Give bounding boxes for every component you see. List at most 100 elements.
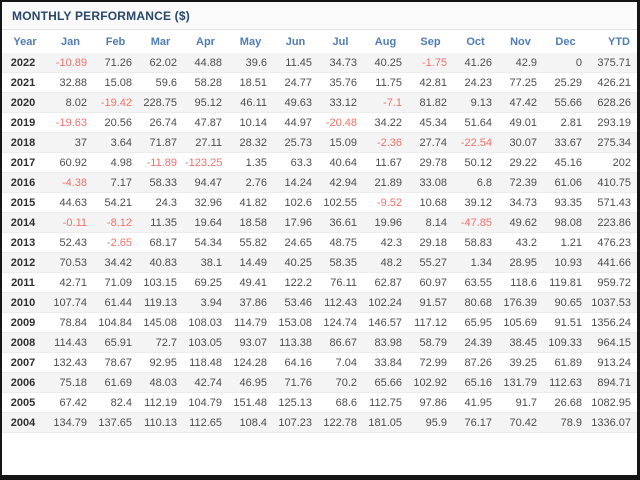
value-cell-feb: 137.65 (93, 412, 138, 433)
value-cell-apr: 47.87 (183, 112, 228, 133)
value-cell-sep: 60.97 (408, 272, 453, 293)
value-cell-ytd: 1082.95 (588, 392, 637, 413)
value-cell-aug: 33.84 (363, 352, 408, 373)
table-row-2008: 2008 114.43 65.91 72.7 103.05 93.07 113.38 86.6… (2, 332, 637, 353)
value-cell-oct: 6.8 (453, 172, 498, 193)
value-cell-oct: 24.23 (453, 72, 498, 93)
column-header-dec: Dec (555, 36, 576, 48)
table-row-2007: 2007 132.43 78.67 92.95 118.48 124.28 64.16 7.0… (2, 352, 637, 373)
value-cell-feb: 71.09 (93, 272, 138, 293)
column-header-ytd: YTD (608, 36, 630, 48)
value-cell-feb: 61.44 (93, 292, 138, 313)
value-cell-jul: 42.94 (318, 172, 363, 193)
value-cell-aug: 48.2 (363, 252, 408, 273)
value-cell-mar: 24.3 (138, 192, 183, 213)
value-cell-jan: 132.43 (48, 352, 93, 373)
value-cell-jun: 24.65 (273, 232, 318, 253)
value-cell-ytd: 628.26 (588, 92, 637, 113)
value-cell-aug: -7.1 (363, 92, 408, 113)
value-cell-sep: 10.68 (408, 192, 453, 213)
value-cell-oct: 87.26 (453, 352, 498, 373)
value-cell-feb: 54.21 (93, 192, 138, 213)
table-row-2012: 2012 70.53 34.42 40.83 38.1 14.49 40.25 58.35 48… (2, 252, 637, 273)
value-cell-ytd: 426.21 (588, 72, 637, 93)
value-cell-jan: -10.89 (48, 53, 93, 73)
value-cell-apr: 112.65 (183, 412, 228, 433)
value-cell-mar: 40.83 (138, 252, 183, 273)
header-row: Year Jan Feb Mar Apr May Jun Jul Aug Sep Oct Nov Dec… (2, 30, 637, 53)
table-row-2015: 2015 44.63 54.21 24.3 32.96 41.82 102.6 102.55-… (2, 192, 637, 213)
value-cell-jun: 153.08 (273, 312, 318, 333)
value-cell-jun: 122.2 (273, 272, 318, 293)
value-cell-feb: -2.65 (93, 232, 138, 253)
value-cell-nov: 131.79 (498, 372, 543, 393)
value-cell-sep: 97.86 (408, 392, 453, 413)
value-cell-oct: 65.95 (453, 312, 498, 333)
value-cell-oct: 24.39 (453, 332, 498, 353)
value-cell-mar: 72.7 (138, 332, 183, 353)
value-cell-mar: 71.87 (138, 132, 183, 153)
year-cell: 2012 (2, 252, 48, 273)
value-cell-dec: 119.81 (543, 272, 588, 293)
column-header-apr: Apr (196, 36, 215, 48)
value-cell-jul: 102.55 (318, 192, 363, 213)
value-cell-jun: 44.97 (273, 112, 318, 133)
value-cell-aug: 62.87 (363, 272, 408, 293)
value-cell-jan: 60.92 (48, 152, 93, 173)
value-cell-ytd: 1336.07 (588, 412, 637, 433)
value-cell-dec: 112.63 (543, 372, 588, 393)
value-cell-may: 46.95 (228, 372, 273, 393)
value-cell-ytd: 441.66 (588, 252, 637, 273)
value-cell-ytd: 894.71 (588, 372, 637, 393)
value-cell-sep: 29.18 (408, 232, 453, 253)
value-cell-apr: 118.48 (183, 352, 228, 373)
value-cell-feb: 65.91 (93, 332, 138, 353)
value-cell-may: 1.35 (228, 152, 273, 173)
value-cell-mar: 11.35 (138, 212, 183, 233)
value-cell-sep: 8.14 (408, 212, 453, 233)
value-cell-nov: 28.95 (498, 252, 543, 273)
value-cell-jun: 14.24 (273, 172, 318, 193)
value-cell-mar: 26.74 (138, 112, 183, 133)
value-cell-jul: 35.76 (318, 72, 363, 93)
value-cell-sep: 95.9 (408, 412, 453, 433)
year-cell: 2016 (2, 172, 48, 193)
value-cell-oct: 39.12 (453, 192, 498, 213)
value-cell-oct: 41.26 (453, 53, 498, 73)
value-cell-sep: 81.82 (408, 92, 453, 113)
table-row-2022: 2022 -10.89 71.26 62.02 44.88 39.6 11.45 34.73 4… (2, 53, 637, 73)
table-row-2021: 2021 32.88 15.08 59.6 58.28 18.51 24.77 35.76 11… (2, 72, 637, 93)
value-cell-dec: 91.51 (543, 312, 588, 333)
value-cell-dec: 0 (543, 53, 588, 73)
value-cell-jan: 44.63 (48, 192, 93, 213)
value-cell-ytd: 913.24 (588, 352, 637, 373)
value-cell-feb: -19.42 (93, 92, 138, 113)
table-row-2011: 2011 42.71 71.09 103.15 69.25 49.41 122.2 76.11… (2, 272, 637, 293)
value-cell-may: 18.58 (228, 212, 273, 233)
value-cell-feb: 71.26 (93, 53, 138, 73)
year-cell: 2007 (2, 352, 48, 373)
value-cell-jan: 42.71 (48, 272, 93, 293)
value-cell-may: 41.82 (228, 192, 273, 213)
value-cell-jul: 68.6 (318, 392, 363, 413)
value-cell-nov: 42.9 (498, 53, 543, 73)
value-cell-jan: 70.53 (48, 252, 93, 273)
year-cell: 2006 (2, 372, 48, 393)
value-cell-jul: 40.64 (318, 152, 363, 173)
value-cell-apr: 32.96 (183, 192, 228, 213)
value-cell-oct: 41.95 (453, 392, 498, 413)
value-cell-apr: 95.12 (183, 92, 228, 113)
value-cell-aug: 65.66 (363, 372, 408, 393)
value-cell-oct: 50.12 (453, 152, 498, 173)
value-cell-sep: 117.12 (408, 312, 453, 333)
value-cell-aug: 42.3 (363, 232, 408, 253)
value-cell-mar: 48.03 (138, 372, 183, 393)
value-cell-ytd: 223.86 (588, 212, 637, 233)
value-cell-apr: 58.28 (183, 72, 228, 93)
value-cell-ytd: 375.71 (588, 53, 637, 73)
value-cell-mar: 59.6 (138, 72, 183, 93)
value-cell-nov: 29.22 (498, 152, 543, 173)
value-cell-dec: 61.06 (543, 172, 588, 193)
year-cell: 2008 (2, 332, 48, 353)
